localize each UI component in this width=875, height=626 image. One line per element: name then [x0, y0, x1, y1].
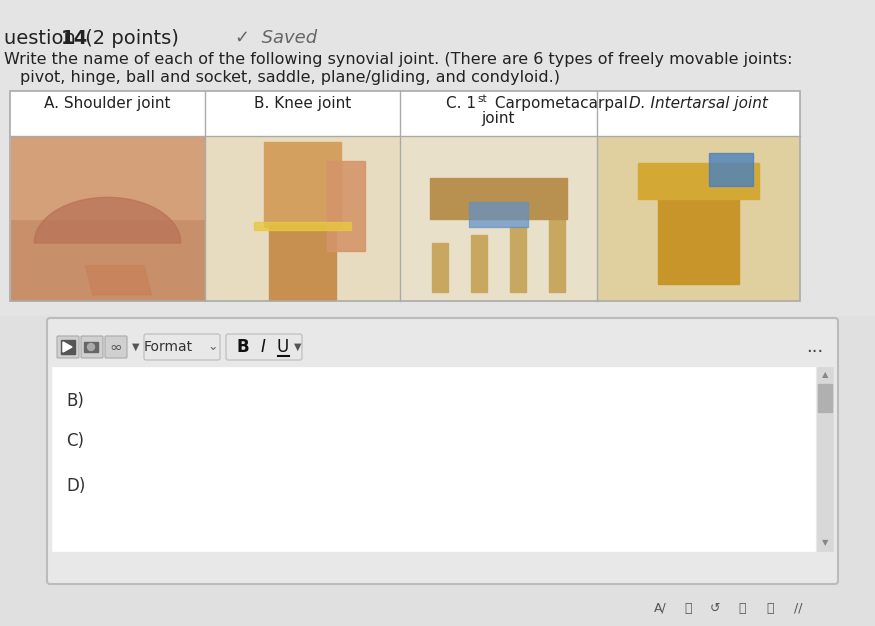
FancyBboxPatch shape [105, 336, 127, 358]
Text: B: B [236, 338, 249, 356]
Text: I: I [261, 338, 265, 356]
Bar [61, 340, 75, 354]
Text: D): D) [66, 477, 86, 495]
Text: ⛶: ⛶ [766, 602, 774, 615]
Bar [11, 137, 204, 300]
Bar [326, 162, 365, 251]
Text: pivot, hinge, ball and socket, saddle, plane/gliding, and condyloid.): pivot, hinge, ball and socket, saddle, p… [20, 70, 560, 85]
Bar [401, 137, 596, 300]
Text: ↺: ↺ [710, 602, 720, 615]
Bar [264, 142, 341, 227]
Bar [510, 227, 526, 292]
Text: 14: 14 [61, 29, 88, 48]
Text: ⌄: ⌄ [207, 341, 218, 354]
FancyBboxPatch shape [144, 334, 220, 360]
Text: (2 points): (2 points) [79, 29, 178, 48]
FancyBboxPatch shape [81, 336, 103, 358]
Text: uestion: uestion [4, 29, 82, 48]
Text: Write the name of each of the following synovial joint. (There are 6 types of fr: Write the name of each of the following … [4, 52, 793, 67]
FancyBboxPatch shape [47, 318, 838, 584]
Bar [658, 178, 738, 284]
Bar [598, 137, 799, 300]
Bar [52, 367, 815, 551]
Text: C): C) [66, 432, 84, 450]
Text: ∞: ∞ [109, 339, 123, 354]
Text: C. 1: C. 1 [446, 96, 477, 111]
Text: ▲: ▲ [822, 371, 829, 379]
Circle shape [88, 344, 94, 351]
Bar [472, 235, 487, 292]
Bar [255, 222, 351, 230]
Text: st: st [478, 94, 487, 104]
Text: joint: joint [482, 111, 515, 126]
Bar [0, 0, 875, 316]
Text: ...: ... [807, 338, 823, 356]
Bar [269, 225, 336, 300]
Bar [709, 153, 752, 186]
Polygon shape [63, 342, 72, 352]
Bar [0, 316, 875, 626]
Bar [638, 163, 759, 199]
Text: A. Shoulder joint: A. Shoulder joint [45, 96, 171, 111]
FancyBboxPatch shape [226, 334, 302, 360]
Text: D. Intertarsal joint: D. Intertarsal joint [629, 96, 768, 111]
Text: ✓  Saved: ✓ Saved [235, 29, 317, 47]
Text: U: U [276, 338, 289, 356]
Bar [10, 91, 800, 301]
FancyBboxPatch shape [57, 336, 79, 358]
Text: 👁: 👁 [684, 602, 692, 615]
Polygon shape [86, 266, 151, 295]
Text: ▼: ▼ [132, 342, 140, 352]
Text: //: // [794, 602, 802, 615]
Bar [84, 342, 98, 352]
Polygon shape [34, 197, 181, 243]
Bar [430, 178, 567, 218]
Text: B. Knee joint: B. Knee joint [254, 96, 351, 111]
Text: ▼: ▼ [822, 538, 829, 548]
Text: ⧈: ⧈ [738, 602, 746, 615]
Text: B): B) [66, 392, 84, 410]
Bar [206, 137, 399, 300]
Text: Format: Format [144, 340, 192, 354]
Text: Carpometacarpal: Carpometacarpal [491, 96, 628, 111]
Bar [817, 367, 833, 551]
Bar [469, 202, 528, 227]
Bar [550, 218, 564, 292]
Bar [818, 384, 832, 412]
Bar [432, 243, 448, 292]
Bar [10, 91, 800, 301]
Text: ▼: ▼ [294, 342, 302, 352]
Text: A/: A/ [654, 602, 667, 615]
Bar [11, 137, 204, 218]
